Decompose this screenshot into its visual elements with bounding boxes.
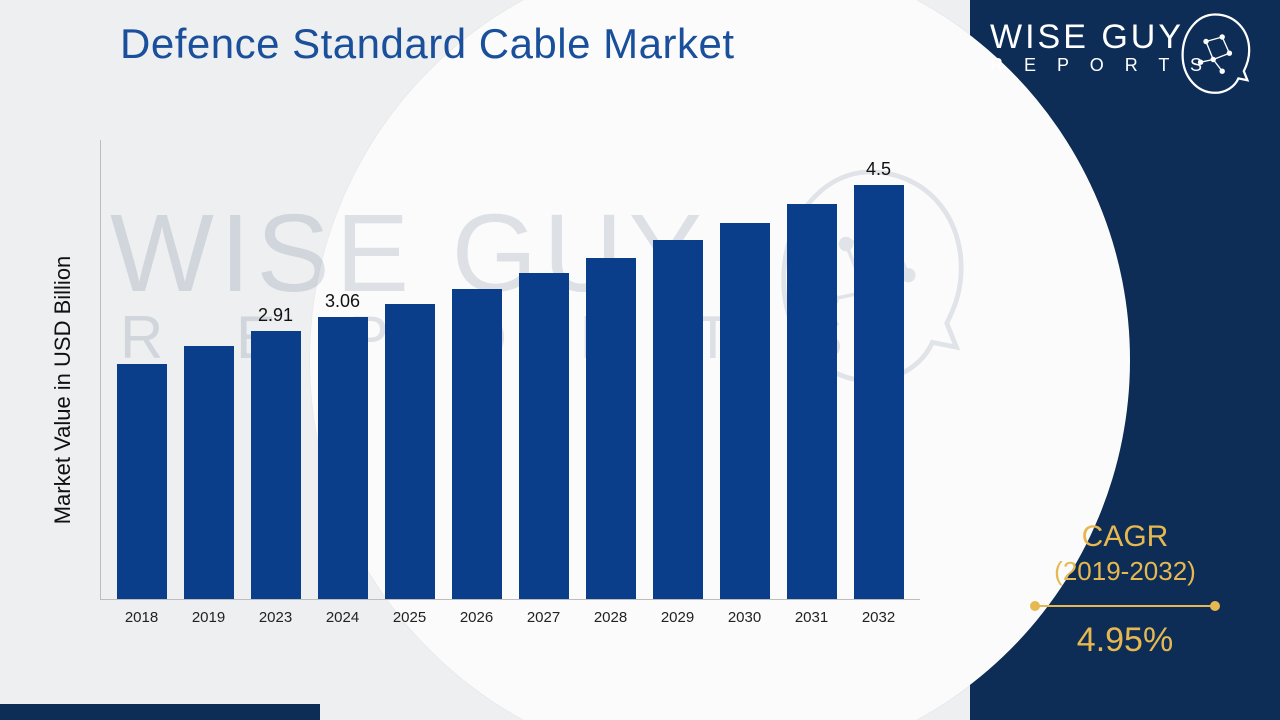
cagr-divider bbox=[1035, 605, 1215, 607]
x-axis-label: 2023 bbox=[242, 609, 309, 626]
bar bbox=[184, 346, 234, 599]
bar-slot bbox=[443, 263, 510, 599]
bar bbox=[452, 289, 502, 599]
x-axis-label: 2031 bbox=[778, 609, 845, 626]
x-axis-label: 2025 bbox=[376, 609, 443, 626]
x-axis-label: 2028 bbox=[577, 609, 644, 626]
bar bbox=[720, 223, 770, 599]
brand-logo: WISE GUY R E P O R T S bbox=[990, 18, 1250, 76]
bar bbox=[519, 273, 569, 599]
y-axis-label: Market Value in USD Billion bbox=[50, 256, 76, 525]
bar-slot bbox=[510, 247, 577, 599]
bar-slot bbox=[376, 278, 443, 599]
x-axis-label: 2018 bbox=[108, 609, 175, 626]
x-axis-label: 2027 bbox=[510, 609, 577, 626]
bar bbox=[586, 258, 636, 599]
cagr-label: CAGR bbox=[1010, 520, 1240, 554]
bar bbox=[318, 317, 368, 599]
cagr-range: (2019-2032) bbox=[1010, 556, 1240, 587]
bars-container: 2.91 3.06 4.5 bbox=[100, 140, 920, 599]
bar-value-label: 2.91 bbox=[258, 305, 293, 327]
cagr-value: 4.95% bbox=[1010, 621, 1240, 660]
bar-slot: 2.91 bbox=[242, 305, 309, 599]
logo-head-icon bbox=[1170, 10, 1260, 100]
bottom-strip bbox=[0, 704, 320, 720]
plot-area: 2.91 3.06 4.5 bbox=[100, 140, 920, 600]
bar-slot bbox=[108, 338, 175, 599]
bar-slot bbox=[644, 214, 711, 599]
bar-value-label: 3.06 bbox=[325, 291, 360, 313]
x-axis-label: 2024 bbox=[309, 609, 376, 626]
chart-title: Defence Standard Cable Market bbox=[120, 20, 735, 68]
bar-slot bbox=[175, 320, 242, 599]
bar-slot bbox=[778, 178, 845, 599]
x-axis-label: 2026 bbox=[443, 609, 510, 626]
bar-slot: 3.06 bbox=[309, 291, 376, 599]
x-axis-label: 2019 bbox=[175, 609, 242, 626]
bar bbox=[787, 204, 837, 599]
bar-value-label: 4.5 bbox=[866, 159, 891, 181]
x-axis-label: 2030 bbox=[711, 609, 778, 626]
bar-slot bbox=[711, 197, 778, 599]
x-axis-label: 2032 bbox=[845, 609, 912, 626]
bar-slot: 4.5 bbox=[845, 159, 912, 599]
logo-line1: WISE GUY bbox=[990, 18, 1184, 57]
bar bbox=[385, 304, 435, 599]
bar bbox=[653, 240, 703, 599]
page-root: WISE GUY R E P O R T S Defence Standard … bbox=[0, 0, 1280, 720]
bar bbox=[251, 331, 301, 599]
bar bbox=[854, 185, 904, 599]
x-axis-label: 2029 bbox=[644, 609, 711, 626]
bar-slot bbox=[577, 232, 644, 599]
bar bbox=[117, 364, 167, 599]
bar-chart: Market Value in USD Billion 2.913.064.5 … bbox=[60, 140, 920, 650]
x-axis-labels: 2018201920232024202520262027202820292030… bbox=[100, 609, 920, 626]
cagr-block: CAGR (2019-2032) 4.95% bbox=[1010, 520, 1240, 660]
